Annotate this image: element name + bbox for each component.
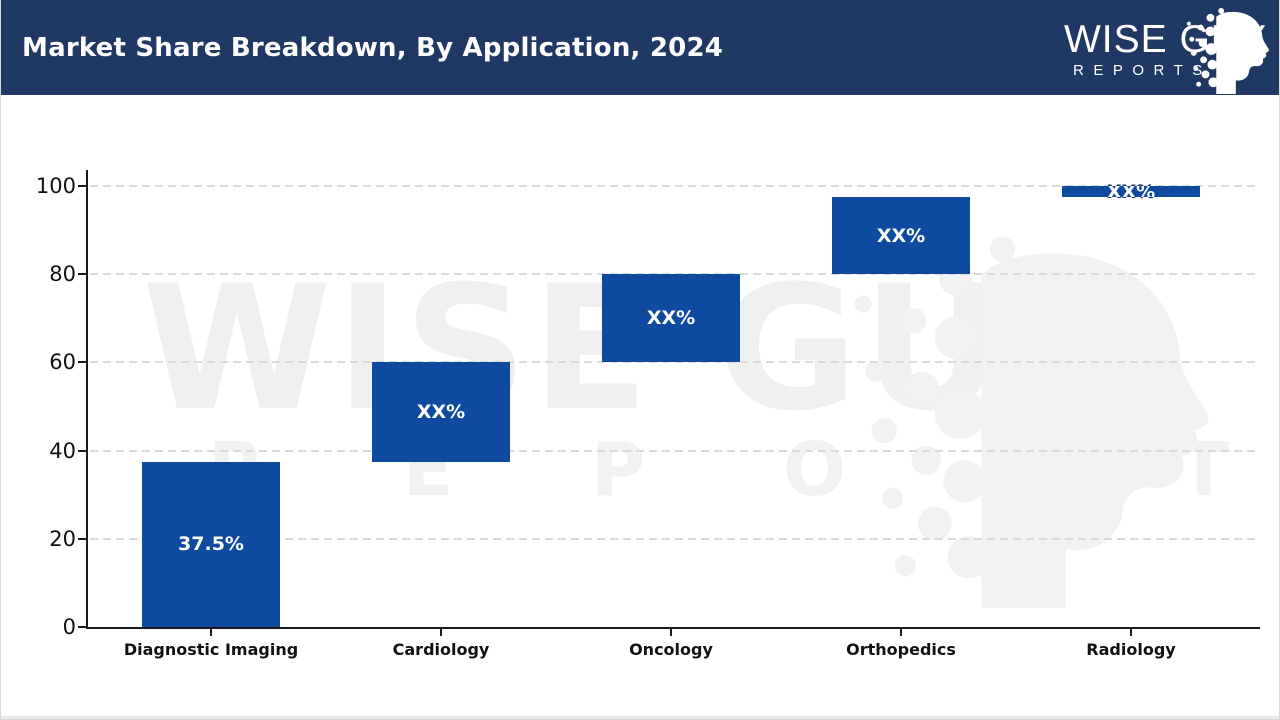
y-tick-mark-20 <box>78 537 86 540</box>
header-bar: Market Share Breakdown, By Application, … <box>0 0 1280 95</box>
y-tick-label-80: 80 <box>49 262 76 287</box>
bar-diagnostic-imaging: 37.5%37.5% <box>142 461 280 627</box>
bar-label-inside-radiology: XX% <box>1106 186 1156 198</box>
y-tick-label-60: 60 <box>49 350 76 375</box>
logo-reports-text: REPORTS <box>1073 61 1212 79</box>
wiseguy-logo: WISE GUY REPORTS <box>1018 4 1269 94</box>
bar-oncology: XX%XX% <box>602 274 740 363</box>
y-tick-mark-0 <box>78 626 86 628</box>
x-tick-label-diagnostic-imaging: Diagnostic Imaging <box>123 640 299 659</box>
y-tick-label-40: 40 <box>49 438 76 463</box>
y-tick-mark-100 <box>78 185 86 187</box>
x-tick-mark-radiology <box>1130 629 1132 636</box>
bar-fill-diagnostic-imaging: 37.5% <box>142 461 280 627</box>
gridline-40 <box>90 449 1258 452</box>
bar-fill-oncology: XX% <box>602 274 740 363</box>
x-tick-label-orthopedics: Orthopedics <box>846 640 956 659</box>
y-tick-mark-60 <box>78 361 86 364</box>
y-axis-line <box>86 170 88 629</box>
bottom-strip <box>0 716 1280 720</box>
gridline-100 <box>90 185 1258 187</box>
gridline-60 <box>90 361 1258 364</box>
x-tick-mark-diagnostic-imaging <box>210 629 212 636</box>
bar-orthopedics: XX%XX% <box>832 197 970 275</box>
wiseguy-face-icon <box>1186 7 1269 94</box>
x-tick-mark-orthopedics <box>900 629 902 636</box>
x-axis-line <box>86 627 1260 629</box>
chart-title: Market Share Breakdown, By Application, … <box>22 32 724 63</box>
y-tick-label-20: 20 <box>49 526 76 551</box>
bar-fill-radiology: XX% <box>1062 186 1200 198</box>
x-tick-mark-cardiology <box>440 629 442 636</box>
gridline-20 <box>90 537 1258 540</box>
x-tick-label-cardiology: Cardiology <box>392 640 490 659</box>
x-tick-label-oncology: Oncology <box>629 640 713 659</box>
bar-label-inside-orthopedics: XX% <box>876 224 926 247</box>
bar-radiology: XX%XX% <box>1062 181 1200 203</box>
bar-label-inside-cardiology: XX% <box>416 401 466 423</box>
bar-cardiology: XX%XX% <box>372 362 510 462</box>
y-tick-mark-80 <box>78 273 86 276</box>
y-tick-label-100: 100 <box>35 174 76 198</box>
x-tick-mark-oncology <box>670 629 672 636</box>
bar-fill-cardiology: XX% <box>372 362 510 462</box>
y-tick-mark-40 <box>78 449 86 452</box>
x-tick-label-radiology: Radiology <box>1086 640 1176 659</box>
bar-fill-orthopedics: XX% <box>832 197 970 275</box>
bar-label-inside-diagnostic-imaging: 37.5% <box>178 533 244 556</box>
y-tick-label-0: 0 <box>62 615 76 639</box>
bar-label-inside-oncology: XX% <box>646 307 696 330</box>
